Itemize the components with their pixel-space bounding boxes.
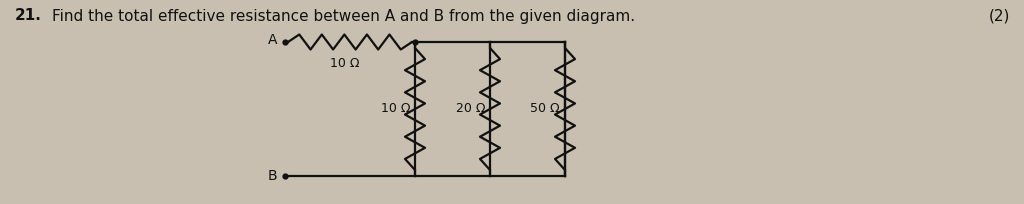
Text: 10 Ω: 10 Ω bbox=[381, 102, 410, 115]
Text: 10 Ω: 10 Ω bbox=[331, 57, 359, 70]
Text: 20 Ω: 20 Ω bbox=[456, 102, 485, 115]
Text: 21.: 21. bbox=[15, 9, 42, 23]
Text: Find the total effective resistance between A and B from the given diagram.: Find the total effective resistance betw… bbox=[52, 9, 635, 23]
Text: (2): (2) bbox=[988, 9, 1010, 23]
Text: A: A bbox=[267, 33, 278, 47]
Text: B: B bbox=[267, 169, 278, 183]
Text: 50 Ω: 50 Ω bbox=[530, 102, 560, 115]
